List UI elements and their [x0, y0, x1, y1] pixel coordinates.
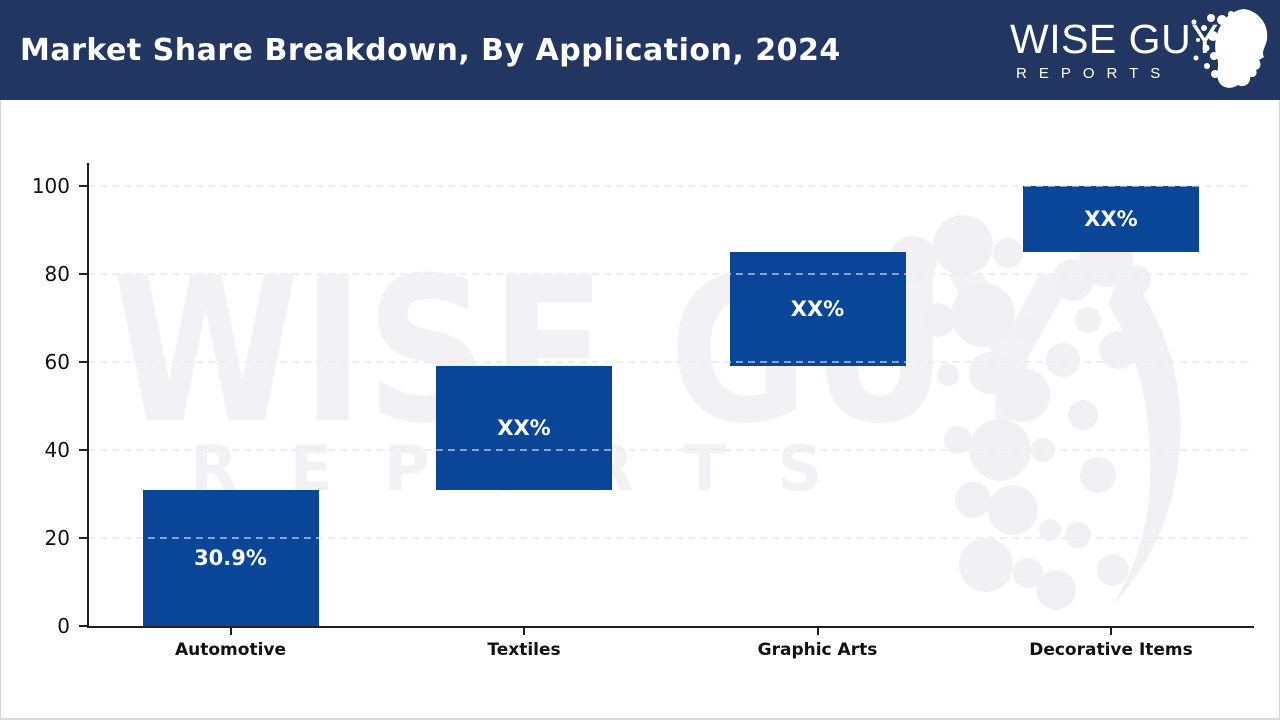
gridline-overlay	[88, 273, 1253, 275]
x-axis-category-label: Automotive	[174, 640, 287, 660]
x-axis-category-label: Textiles	[487, 640, 561, 660]
y-axis-tick	[79, 185, 87, 187]
y-axis-tick	[79, 361, 87, 363]
bar-value-label: 30.9%	[194, 546, 267, 570]
y-axis-tick-label: 0	[57, 614, 70, 638]
bar-textiles: XX%	[436, 365, 612, 491]
gridline-overlay	[88, 537, 1253, 539]
logo-face-profile-icon	[1215, 9, 1268, 88]
logo-face-dots-icon	[1191, 9, 1268, 88]
y-axis-tick	[79, 537, 87, 539]
y-axis-line	[87, 163, 89, 628]
y-axis-tick-label: 40	[44, 438, 70, 462]
x-axis-category-label: Decorative Items	[1029, 640, 1193, 660]
logo-wordmark: WISE GUY	[1010, 16, 1219, 62]
bar-value-label: XX%	[497, 415, 551, 440]
bar-graphic-arts: XX%	[729, 252, 906, 366]
y-axis-tick	[79, 625, 87, 627]
y-axis-tick	[79, 449, 87, 451]
bar-automotive: 30.9%	[142, 490, 319, 626]
x-axis-line	[87, 626, 1254, 628]
gridline-overlay	[88, 185, 1253, 187]
gridline-overlay	[88, 449, 1253, 451]
watermark-face-dots-icon	[889, 215, 1181, 610]
gridline-overlay	[88, 361, 1253, 363]
x-axis-tick	[523, 628, 525, 635]
y-axis-tick	[79, 273, 87, 275]
header-bar: Market Share Breakdown, By Application, …	[0, 0, 1280, 100]
brand-logo: WISE GUY REPORTS	[1008, 6, 1274, 94]
y-axis-tick-label: 80	[44, 262, 70, 286]
x-axis-tick	[1110, 628, 1112, 635]
y-axis-tick-label: 60	[44, 350, 70, 374]
bar-decorative-items: XX%	[1023, 186, 1199, 252]
bar-value-label: XX%	[790, 296, 845, 321]
x-axis-category-label: Graphic Arts	[757, 640, 878, 660]
x-axis-tick	[816, 628, 819, 635]
x-axis-tick	[229, 628, 232, 635]
page-title: Market Share Breakdown, By Application, …	[20, 32, 841, 68]
y-axis-tick-label: 20	[44, 526, 70, 550]
y-axis-tick-label: 100	[31, 174, 70, 198]
bar-value-label: XX%	[1084, 207, 1138, 231]
logo-subtitle: REPORTS	[1016, 65, 1172, 82]
brand-logo-graphic: WISE GUY REPORTS	[1010, 9, 1268, 88]
